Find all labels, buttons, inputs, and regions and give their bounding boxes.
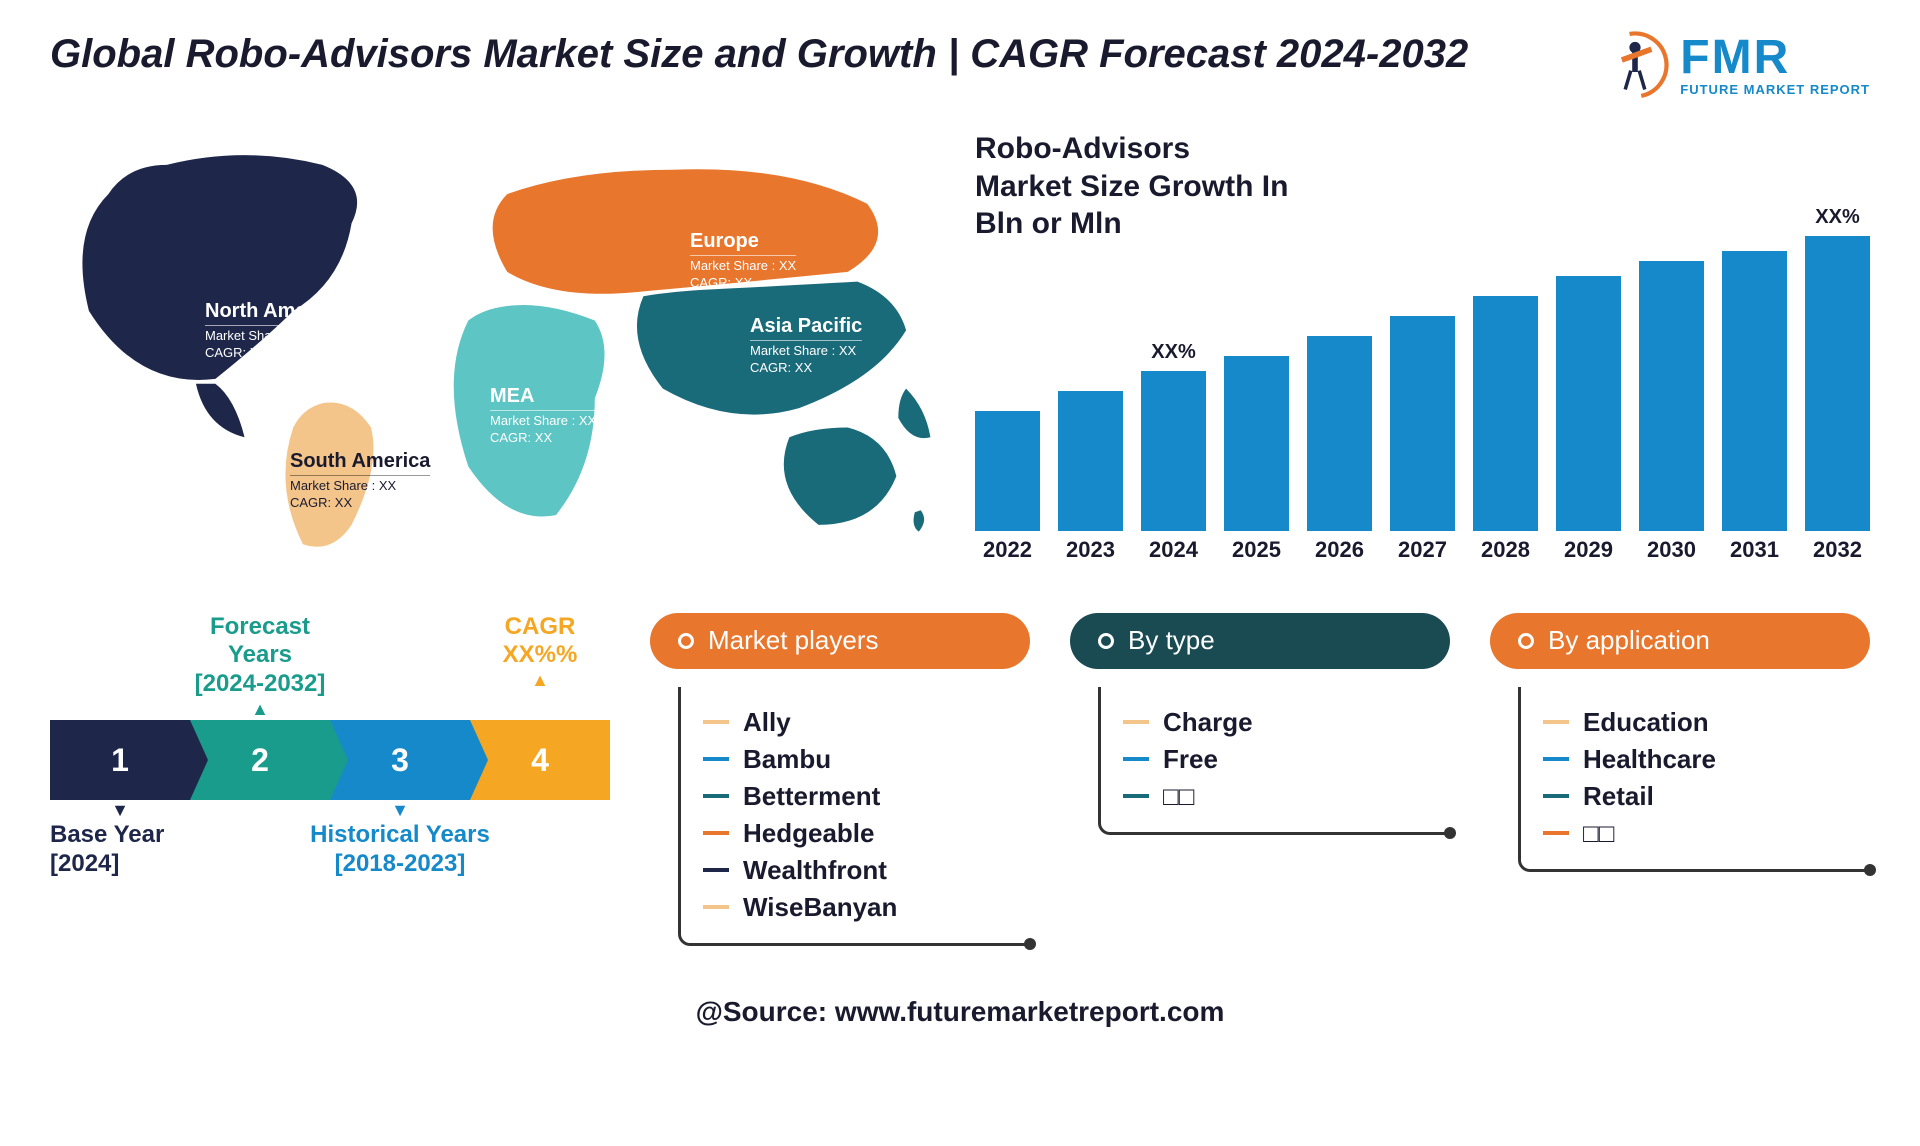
timeline-step-4: 4 (470, 720, 610, 800)
segment-item: Bambu (703, 744, 1030, 775)
segment-item: Hedgeable (703, 818, 1030, 849)
bar-2022: 2022 (975, 411, 1040, 563)
segment-item: WiseBanyan (703, 892, 1030, 923)
segment-pill: Market players (650, 613, 1030, 669)
segment-item: Ally (703, 707, 1030, 738)
source-footer: @Source: www.futuremarketreport.com (50, 996, 1870, 1028)
segment-item: Healthcare (1543, 744, 1870, 775)
bar-2028: 2028 (1473, 296, 1538, 563)
bar-2031: 2031 (1722, 251, 1787, 563)
segment-by-application: By application Education Healthcare Retail □… (1490, 613, 1870, 946)
segment-item: □□ (1543, 818, 1870, 849)
segment-pill: By type (1070, 613, 1450, 669)
segment-item: Betterment (703, 781, 1030, 812)
forecast-label: Forecast Years[2024-2032] ▲ (190, 613, 330, 721)
timeline-step-2: 2 (190, 720, 330, 800)
segment-market-players: Market players Ally Bambu Betterment Hedgeab… (650, 613, 1030, 946)
bar-2024: XX%2024 (1141, 371, 1206, 563)
timeline: Forecast Years[2024-2032] ▲ CAGRXX%% ▲ 1… (50, 613, 610, 880)
bar-2023: 2023 (1058, 391, 1123, 563)
segment-item: Charge (1123, 707, 1450, 738)
region-label-eu: EuropeMarket Share : XXCAGR: XX (690, 230, 796, 292)
logo-sub-text: FUTURE MARKET REPORT (1680, 82, 1870, 97)
world-map: North AmericaMarket Share : XXCAGR: XX So… (50, 130, 945, 550)
segment-item: Wealthfront (703, 855, 1030, 886)
base-year-label: Base Year[2024] (50, 821, 218, 879)
bar-2029: 2029 (1556, 276, 1621, 563)
segment-pill: By application (1490, 613, 1870, 669)
growth-bar-chart: Robo-Advisors Market Size Growth In Bln … (975, 130, 1870, 563)
timeline-step-1: 1 (50, 720, 190, 800)
historical-label: Historical Years[2018-2023] (274, 821, 526, 879)
region-label-sa: South AmericaMarket Share : XXCAGR: XX (290, 450, 430, 512)
segment-item: Education (1543, 707, 1870, 738)
segment-item: Free (1123, 744, 1450, 775)
page-title: Global Robo-Advisors Market Size and Gro… (50, 30, 1468, 78)
bar-2025: 2025 (1224, 356, 1289, 563)
segment-item: Retail (1543, 781, 1870, 812)
bar-2027: 2027 (1390, 316, 1455, 563)
region-label-ap: Asia PacificMarket Share : XXCAGR: XX (750, 315, 862, 377)
region-label-mea: MEAMarket Share : XXCAGR: XX (490, 385, 596, 447)
bar-2032: XX%2032 (1805, 236, 1870, 563)
cagr-label: CAGRXX%% ▲ (470, 613, 610, 721)
timeline-step-3: 3 (330, 720, 470, 800)
segment-item: □□ (1123, 781, 1450, 812)
region-label-na: North AmericaMarket Share : XXCAGR: XX (205, 300, 342, 362)
fmr-logo: FMR FUTURE MARKET REPORT (1600, 30, 1870, 100)
segment-by-type: By type Charge Free □□ (1070, 613, 1450, 946)
logo-main-text: FMR (1680, 34, 1870, 82)
chart-title: Robo-Advisors Market Size Growth In Bln … (975, 130, 1870, 243)
bar-2026: 2026 (1307, 336, 1372, 563)
telescope-icon (1600, 30, 1670, 100)
bar-2030: 2030 (1639, 261, 1704, 563)
